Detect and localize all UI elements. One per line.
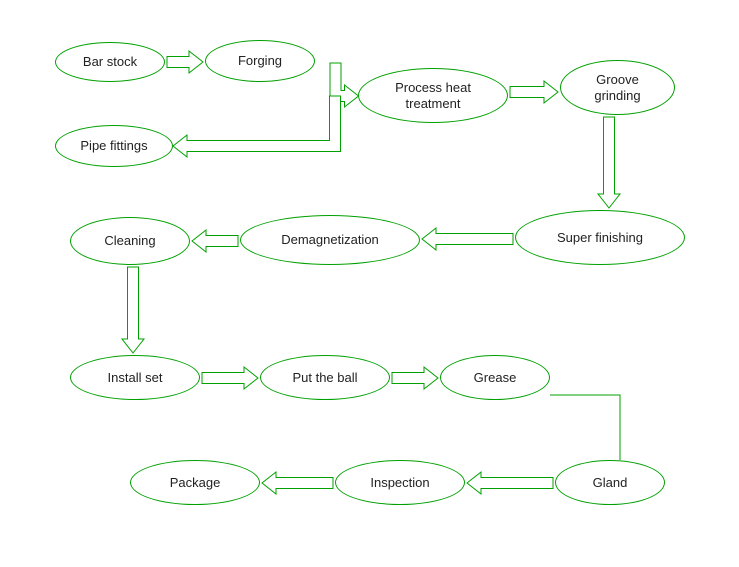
node-super-finishing: Super finishing (515, 210, 685, 265)
elbow-arrow-forging-to-processheat (328, 61, 361, 109)
node-demagnetization: Demagnetization (240, 215, 420, 265)
arrow-gland-to-inspection (465, 470, 555, 496)
node-package: Package (130, 460, 260, 505)
arrow-demagnetization-to-cleaning (190, 228, 240, 254)
node-groove: Groovegrinding (560, 60, 675, 115)
arrow-cleaning-to-install-set (120, 265, 146, 355)
node-process-heat: Process heattreatment (358, 68, 508, 123)
elbow-arrow-processheat-to-pipefittings (171, 94, 343, 159)
arrow-groove-to-super-finishing (596, 115, 622, 210)
node-install-set: Install set (70, 355, 200, 400)
node-put-ball: Put the ball (260, 355, 390, 400)
node-inspection: Inspection (335, 460, 465, 505)
arrow-inspection-to-package (260, 470, 335, 496)
arrow-process-heat-to-groove (508, 79, 560, 105)
node-pipe-fittings: Pipe fittings (55, 125, 173, 167)
line-grease-to-gland (548, 393, 622, 462)
arrow-put-ball-to-grease (390, 365, 440, 391)
node-cleaning: Cleaning (70, 217, 190, 265)
node-gland: Gland (555, 460, 665, 505)
arrow-bar-stock-to-forging (165, 49, 205, 75)
arrow-super-finishing-to-demagnetization (420, 226, 515, 252)
node-grease: Grease (440, 355, 550, 400)
node-bar-stock: Bar stock (55, 42, 165, 82)
arrow-install-set-to-put-ball (200, 365, 260, 391)
node-forging: Forging (205, 40, 315, 82)
